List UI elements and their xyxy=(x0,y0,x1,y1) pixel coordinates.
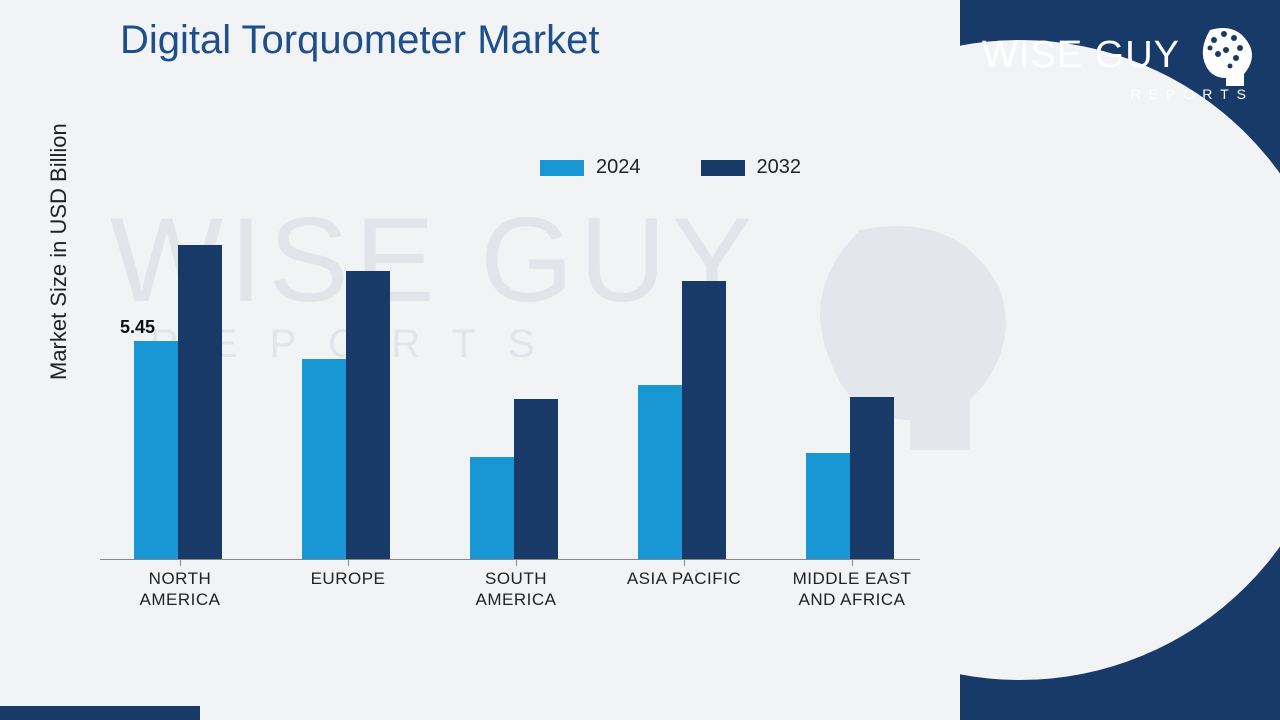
legend-item-2032: 2032 xyxy=(701,156,802,179)
bar-value-label: 5.45 xyxy=(120,317,155,338)
bar-2032 xyxy=(514,399,558,559)
bar-2024 xyxy=(302,359,346,559)
category-label: NORTH AMERICA xyxy=(110,560,250,611)
bar-2032 xyxy=(346,271,390,559)
chart-plot-area: 5.45NORTH AMERICAEUROPESOUTH AMERICAASIA… xyxy=(100,200,920,560)
bar-2032 xyxy=(682,281,726,559)
chart-legend: 2024 2032 xyxy=(540,156,801,179)
category-label: ASIA PACIFIC xyxy=(614,560,754,589)
legend-swatch-2024 xyxy=(540,160,584,176)
bar-2032 xyxy=(178,245,222,559)
bar-2024 xyxy=(806,453,850,559)
bar-2024 xyxy=(638,385,682,559)
category-label: SOUTH AMERICA xyxy=(446,560,586,611)
bar-2024 xyxy=(134,341,178,559)
category-label: EUROPE xyxy=(278,560,418,589)
legend-label-2032: 2032 xyxy=(757,156,802,179)
chart-title: Digital Torquometer Market xyxy=(120,18,599,63)
legend-label-2024: 2024 xyxy=(596,156,641,179)
bar-2032 xyxy=(850,397,894,559)
brand-line1: WISE GUY xyxy=(982,34,1180,77)
brand-logo: WISE GUY REPORTS xyxy=(982,20,1260,102)
brand-head-icon xyxy=(1190,20,1260,90)
y-axis-label: Market Size in USD Billion xyxy=(46,123,72,380)
legend-swatch-2032 xyxy=(701,160,745,176)
legend-item-2024: 2024 xyxy=(540,156,641,179)
category-label: MIDDLE EAST AND AFRICA xyxy=(782,560,922,611)
brand-panel: WISE GUY REPORTS xyxy=(960,0,1280,720)
footer-accent xyxy=(0,706,200,720)
bar-2024 xyxy=(470,457,514,559)
